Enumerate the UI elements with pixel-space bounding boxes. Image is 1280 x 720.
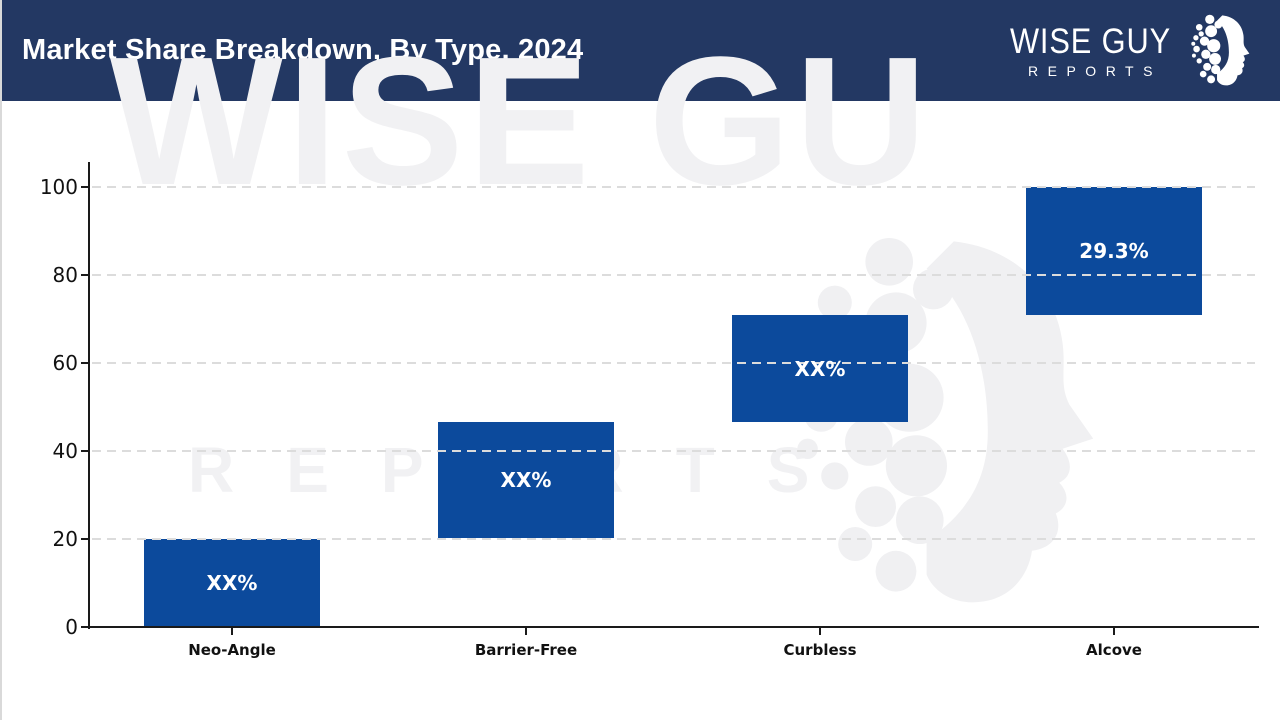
chart-area: WISE GU REPORTS 0 20 40 60 80 100 XX% XX% XX% 29.… [2, 18, 1280, 720]
gridline [92, 185, 1255, 188]
gridline [92, 361, 1255, 364]
x-tick-mark [525, 626, 527, 635]
x-tick-label: Neo-Angle [188, 640, 276, 659]
x-tick-label: Curbless [783, 640, 857, 659]
y-tick-label: 60 [52, 350, 78, 375]
y-tick-mark [81, 185, 90, 188]
y-tick-label: 20 [52, 526, 78, 551]
y-tick-label: 100 [39, 174, 78, 199]
y-tick-mark [81, 625, 90, 628]
wiseguy-logo: WISE GUY REPORTS [999, 10, 1254, 92]
y-tick-label: 40 [52, 438, 78, 463]
gridline [92, 537, 1255, 540]
watermark-wordmark: WISE GU [110, 18, 932, 223]
bar-value-label: XX% [206, 570, 258, 595]
y-tick-mark [81, 537, 90, 540]
x-axis-line [88, 625, 1259, 628]
bar [438, 421, 614, 539]
logo-wordmark: WISE GUY [1009, 21, 1172, 61]
y-axis-line [88, 162, 90, 629]
chart-title: Market Share Breakdown, By Type, 2024 [22, 34, 584, 66]
logo-wordmark-block: WISE GUY REPORTS [999, 24, 1182, 78]
bar [144, 538, 320, 627]
y-tick-mark [81, 361, 90, 364]
header-bar: Market Share Breakdown, By Type, 2024 WI… [2, 0, 1280, 101]
gridline [92, 449, 1255, 452]
x-tick-mark [231, 626, 233, 635]
wiseguy-head-icon [1191, 14, 1250, 85]
bar-value-label: XX% [794, 356, 846, 381]
x-tick-mark [819, 626, 821, 635]
x-tick-mark [1113, 626, 1115, 635]
logo-subtext: REPORTS [1028, 62, 1162, 79]
bar [1026, 186, 1202, 316]
bar-value-label: 29.3% [1079, 238, 1149, 263]
x-tick-label: Barrier-Free [474, 640, 578, 659]
bar [732, 315, 908, 422]
x-tick-label: Alcove [1086, 640, 1142, 659]
y-tick-mark [81, 273, 90, 276]
bar-value-label: XX% [500, 468, 552, 493]
gridline [92, 273, 1255, 276]
y-tick-label: 0 [65, 614, 78, 639]
y-tick-label: 80 [52, 262, 78, 287]
y-tick-mark [81, 449, 90, 452]
